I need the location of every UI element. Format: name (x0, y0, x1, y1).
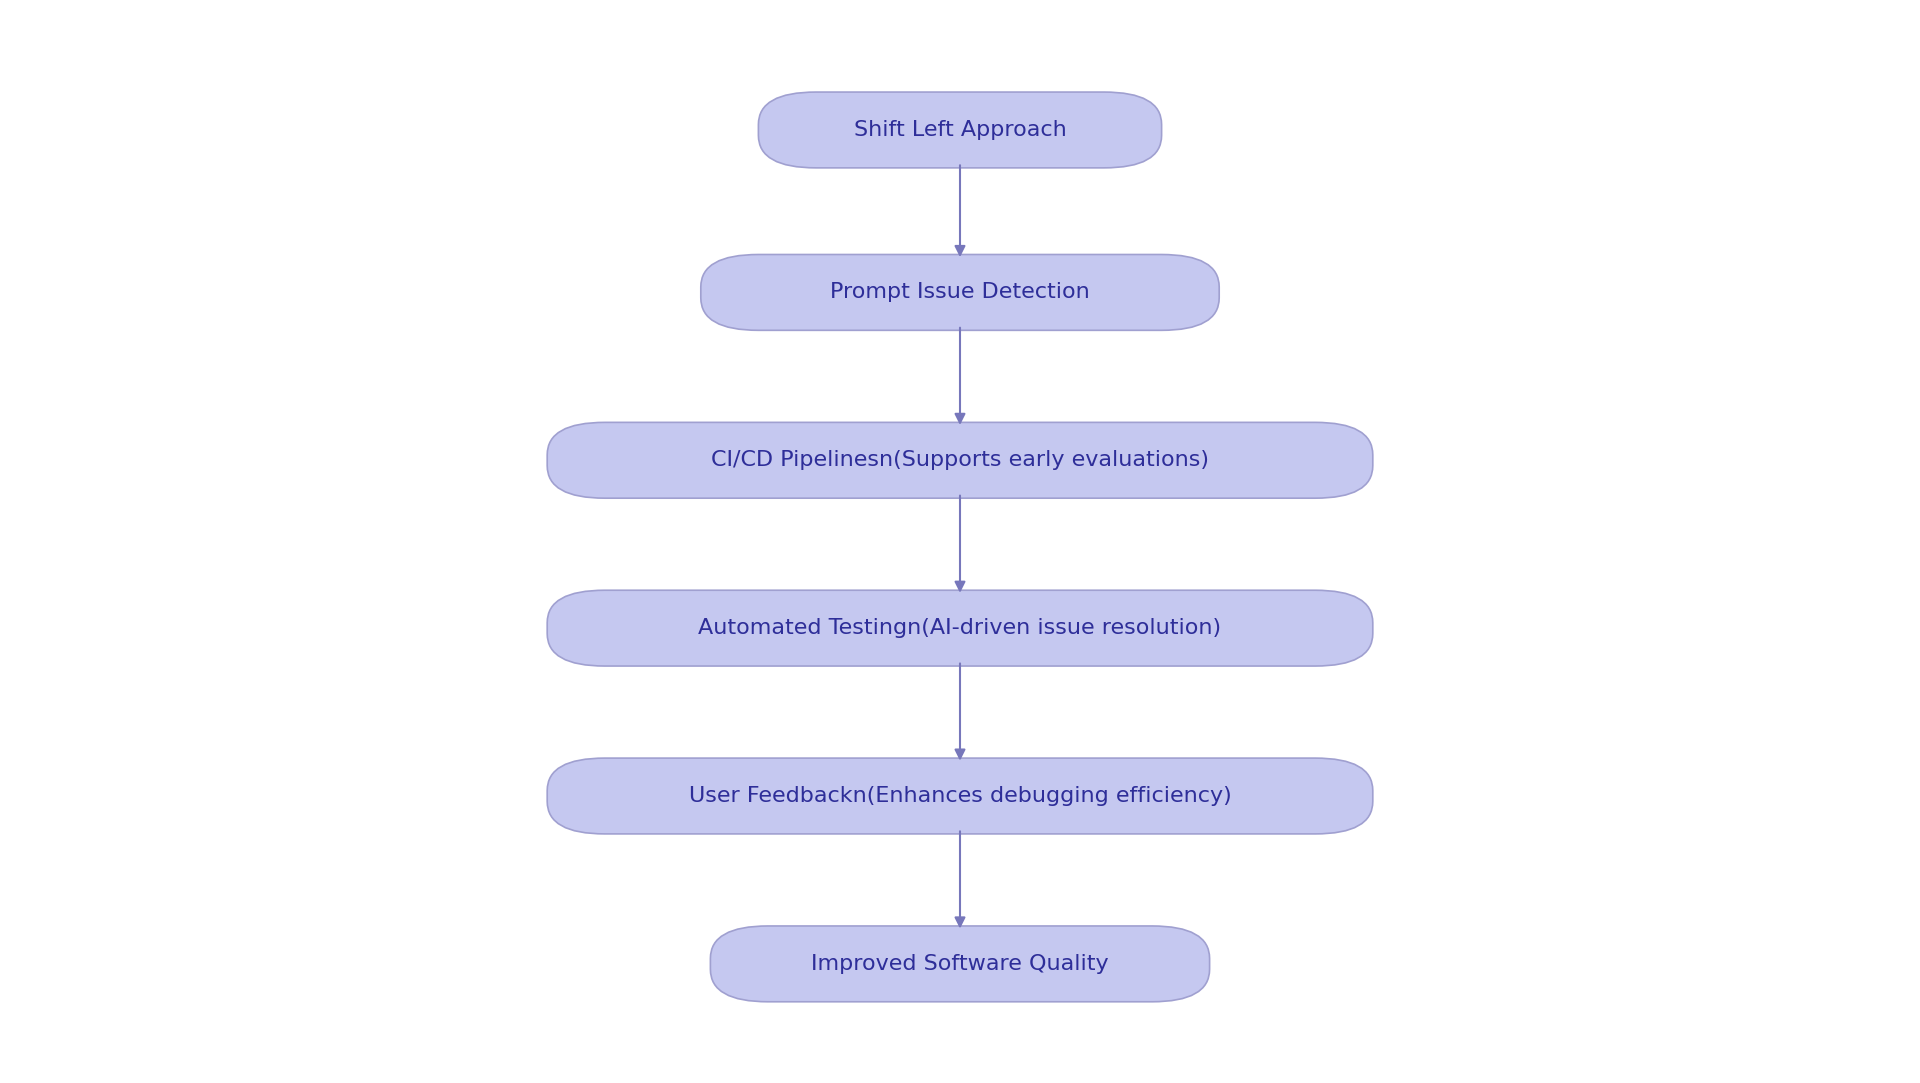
FancyBboxPatch shape (547, 590, 1373, 666)
FancyBboxPatch shape (710, 926, 1210, 1002)
Text: Improved Software Quality: Improved Software Quality (810, 954, 1110, 974)
Text: CI/CD Pipelinesn(Supports early evaluations): CI/CD Pipelinesn(Supports early evaluati… (710, 451, 1210, 470)
FancyBboxPatch shape (547, 758, 1373, 834)
Text: Prompt Issue Detection: Prompt Issue Detection (829, 283, 1091, 302)
Text: Shift Left Approach: Shift Left Approach (854, 120, 1066, 140)
Text: Automated Testingn(AI-driven issue resolution): Automated Testingn(AI-driven issue resol… (699, 618, 1221, 638)
FancyBboxPatch shape (758, 92, 1162, 168)
FancyBboxPatch shape (701, 255, 1219, 330)
FancyBboxPatch shape (547, 422, 1373, 498)
Text: User Feedbackn(Enhances debugging efficiency): User Feedbackn(Enhances debugging effici… (689, 786, 1231, 806)
